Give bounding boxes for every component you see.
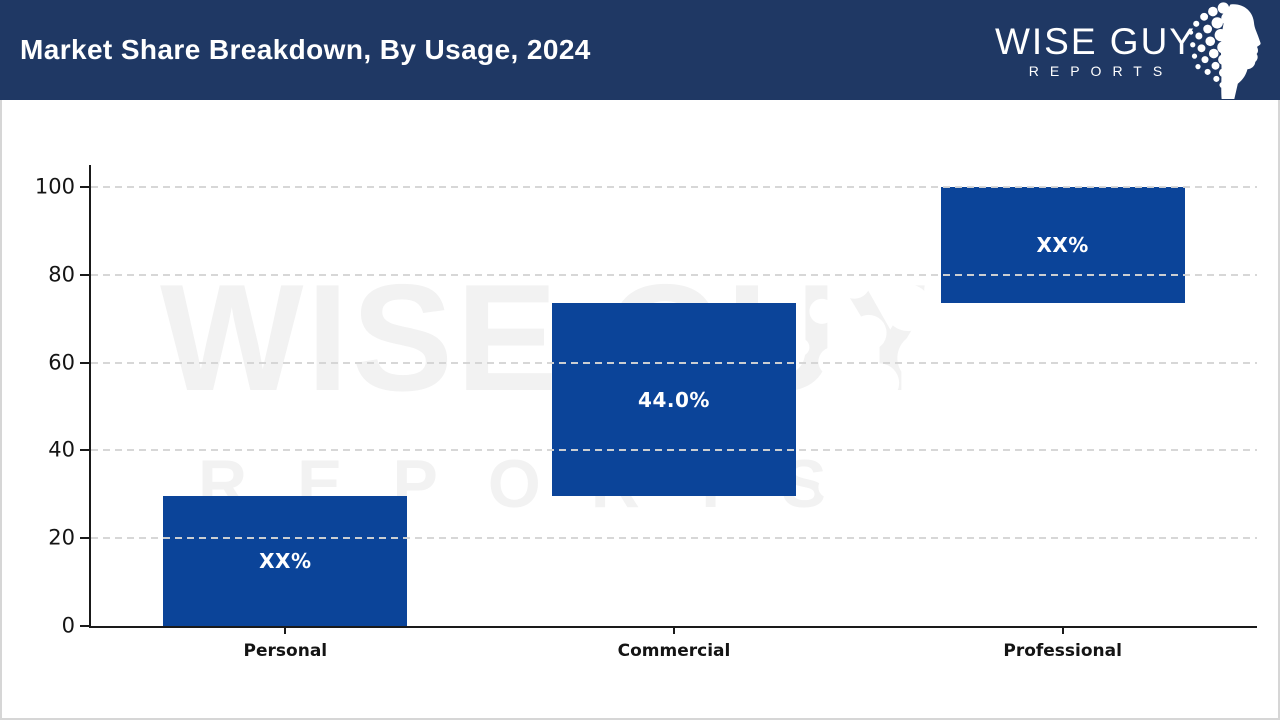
x-tick-label-personal: Personal [243, 641, 328, 661]
y-tick-label-60: 60 [48, 350, 75, 375]
bar-label-professional: XX% [1036, 233, 1089, 258]
y-tick-20 [80, 537, 89, 540]
bar-commercial: 44.0% [552, 303, 796, 497]
y-tick-label-80: 80 [48, 262, 75, 287]
x-tick-personal [284, 626, 287, 634]
x-tick-label-commercial: Commercial [617, 641, 731, 661]
bar-personal: XX% [163, 496, 408, 626]
x-tick-commercial [673, 626, 675, 634]
bar-label-personal: XX% [259, 549, 312, 574]
y-tick-100 [80, 185, 89, 188]
y-tick-label-20: 20 [48, 525, 75, 550]
x-tick-professional [1061, 626, 1064, 634]
chart-title: Market Share Breakdown, By Usage, 2024 [20, 34, 591, 65]
wiseguy-logo: WISE GUY REPORTS [995, 1, 1270, 99]
bar-professional: XX% [940, 186, 1185, 304]
plot-area: 0 20 40 60 80 100 Personal Commercial Profession… [35, 165, 1257, 661]
logo-wordmark: WISE GUY [994, 20, 1196, 62]
logo-text: WISE GUY REPORTS [995, 23, 1196, 78]
y-tick-label-40: 40 [48, 437, 75, 462]
y-tick-0 [80, 625, 89, 627]
x-tick-label-professional: Professional [1003, 641, 1122, 661]
logo-subtext: REPORTS [1028, 62, 1174, 79]
y-tick-label-100: 100 [34, 174, 75, 199]
y-tick-80 [80, 273, 89, 276]
chart-area: WISE GUY REPORTS 020406080100PersonalCom… [0, 100, 1280, 720]
wiseguy-head-icon [1188, 2, 1261, 99]
y-tick-40 [80, 449, 89, 452]
y-tick-60 [80, 361, 89, 364]
header: Market Share Breakdown, By Usage, 2024 W… [0, 0, 1280, 100]
bar-label-commercial: 44.0% [638, 387, 710, 412]
y-tick-label-0: 0 [61, 613, 75, 638]
